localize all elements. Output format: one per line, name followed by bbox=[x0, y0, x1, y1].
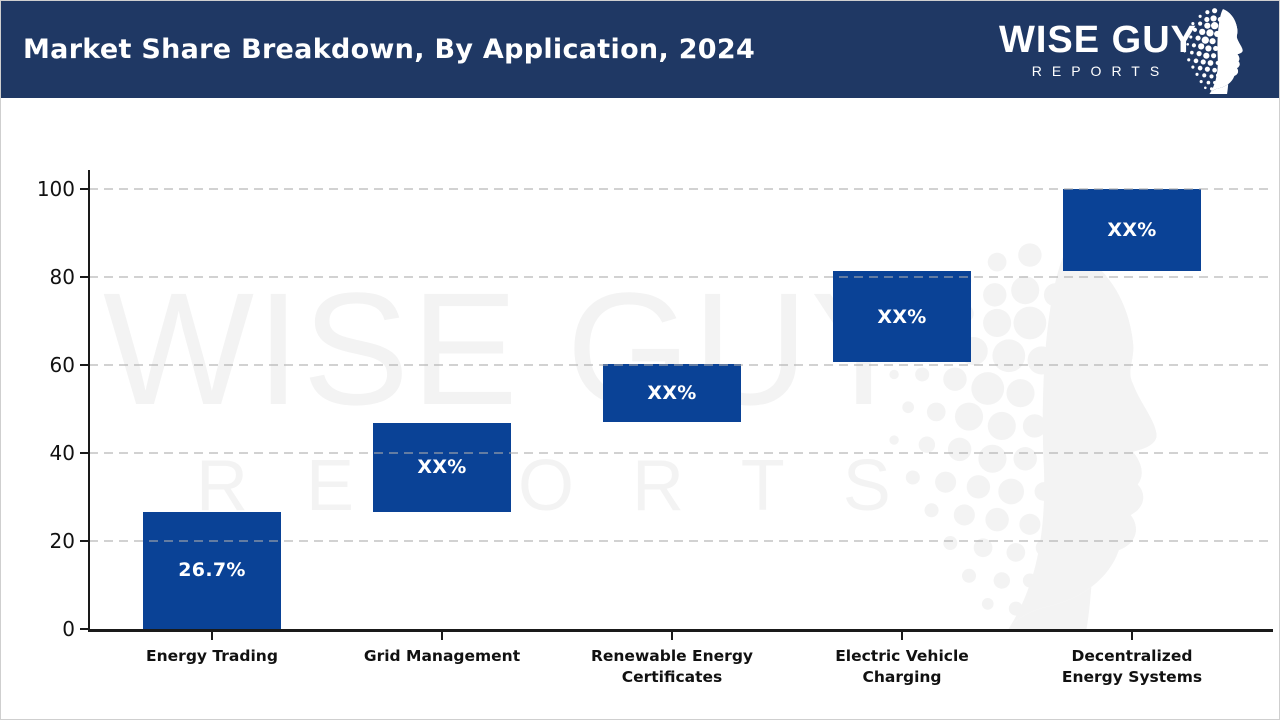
chart-title: Market Share Breakdown, By Application, … bbox=[23, 34, 756, 65]
watermark-subtitle: REPORTS bbox=[196, 446, 949, 526]
bar-energy-trading: 26.7% bbox=[143, 511, 281, 629]
x-category-label-line: Renewable Energy bbox=[590, 647, 754, 665]
x-category-label-grid-management: Grid Management bbox=[326, 646, 558, 667]
y-tick-mark bbox=[80, 540, 88, 542]
y-tick-label: 0 bbox=[62, 617, 75, 641]
chart-area: WISE GUY REPORTS 0 20 40 60 80 100 26.7% Energy… bbox=[1, 98, 1279, 719]
logo-wordmark: WISE GUY bbox=[998, 18, 1197, 61]
x-category-label-line: Grid Management bbox=[363, 647, 521, 665]
y-tick-mark bbox=[80, 276, 88, 278]
x-category-label-line: Certificates bbox=[621, 667, 723, 686]
bar-value-label: 26.7% bbox=[178, 559, 246, 582]
y-tick-mark bbox=[80, 188, 88, 190]
x-category-label-line: Decentralized bbox=[1071, 647, 1193, 665]
bar-value-label: XX% bbox=[417, 456, 467, 479]
bar-decentralized-energy-systems: XX% bbox=[1063, 189, 1201, 271]
x-category-label-renewable-energy-certificates: Renewable Energy Certificates bbox=[556, 646, 788, 688]
bar-electric-vehicle-charging: XX% bbox=[833, 270, 971, 363]
x-category-label-decentralized-energy-systems: Decentralized Energy Systems bbox=[1016, 646, 1248, 688]
gridline bbox=[89, 276, 1269, 278]
bar-value-label: XX% bbox=[877, 305, 927, 328]
x-category-label-line: Energy Trading bbox=[146, 647, 278, 665]
plot-area: 0 20 40 60 80 100 26.7% Energy Trading XX% Grid M… bbox=[1, 98, 1279, 719]
x-category-label-electric-vehicle-charging: Electric Vehicle Charging bbox=[786, 646, 1018, 688]
gridline bbox=[89, 188, 1269, 190]
x-tick-mark bbox=[671, 632, 673, 640]
x-category-label-energy-trading: Energy Trading bbox=[96, 646, 328, 667]
x-category-label-line: Energy Systems bbox=[1061, 667, 1203, 686]
y-tick-mark bbox=[80, 364, 88, 366]
gridline bbox=[89, 364, 1269, 366]
gridline bbox=[89, 452, 1269, 454]
y-tick-mark bbox=[80, 628, 88, 630]
y-tick-label: 100 bbox=[36, 177, 75, 201]
bar-value-label: XX% bbox=[647, 382, 697, 405]
header: Market Share Breakdown, By Application, … bbox=[1, 1, 1279, 98]
wiseguy-logo: WISE GUY REPORTS bbox=[999, 6, 1255, 94]
x-tick-mark bbox=[901, 632, 903, 640]
x-category-label-line: Electric Vehicle bbox=[835, 647, 969, 665]
x-tick-mark bbox=[211, 632, 213, 640]
x-category-label-line: Charging bbox=[862, 667, 942, 686]
bar-grid-management: XX% bbox=[373, 422, 511, 512]
bar-value-label: XX% bbox=[1107, 218, 1157, 241]
x-axis-line bbox=[88, 629, 1273, 632]
y-tick-mark bbox=[80, 452, 88, 454]
wiseguy-logo-text: WISE GUY REPORTS bbox=[999, 21, 1197, 79]
y-tick-label: 60 bbox=[49, 353, 75, 377]
y-tick-label: 80 bbox=[49, 265, 75, 289]
logo-subtitle: REPORTS bbox=[1031, 62, 1170, 79]
watermark-wordmark: WISE GUY bbox=[103, 259, 920, 438]
x-tick-mark bbox=[441, 632, 443, 640]
y-axis-line bbox=[88, 170, 90, 631]
gridline bbox=[89, 540, 1269, 542]
x-tick-mark bbox=[1131, 632, 1133, 640]
bar-renewable-energy-certificates: XX% bbox=[603, 364, 741, 423]
y-tick-label: 40 bbox=[49, 441, 75, 465]
y-tick-label: 20 bbox=[49, 529, 75, 553]
